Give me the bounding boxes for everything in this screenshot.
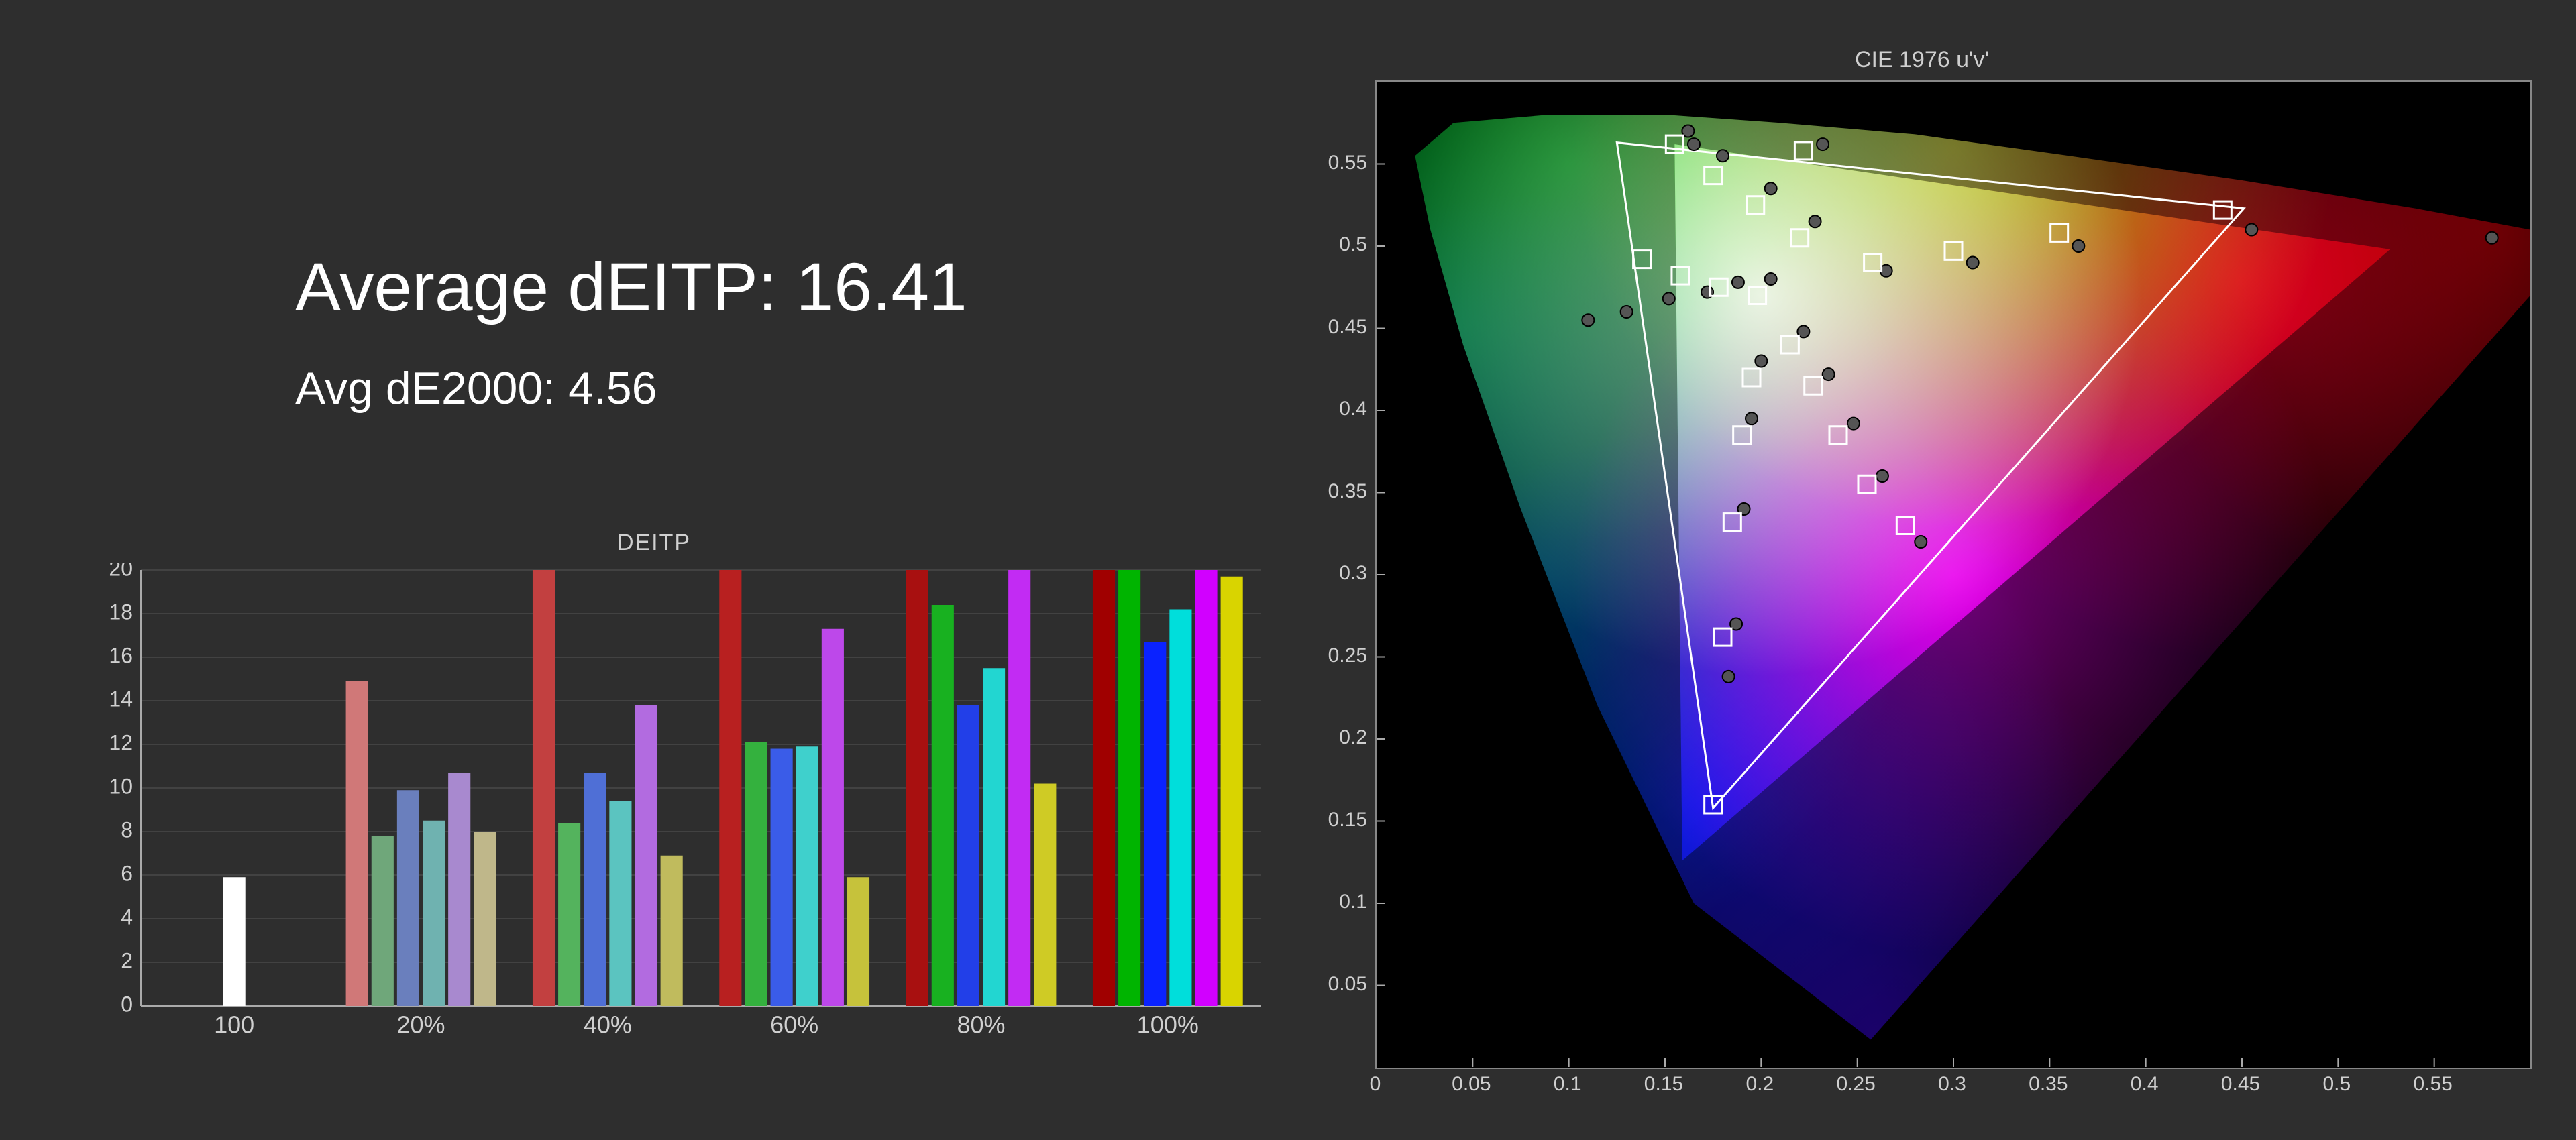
left-pane: Average dEITP: 16.41 Avg dE2000: 4.56 DE… — [27, 0, 1281, 1140]
svg-text:8: 8 — [121, 817, 133, 842]
svg-text:60%: 60% — [770, 1011, 818, 1038]
svg-text:4: 4 — [121, 905, 133, 929]
svg-text:100%: 100% — [1137, 1011, 1199, 1038]
svg-text:10: 10 — [109, 774, 133, 798]
svg-text:6: 6 — [121, 861, 133, 885]
svg-text:100: 100 — [214, 1011, 254, 1038]
cie-chart: CIE 1976 u'v' 0.050.10.150.20.250.30.350… — [1308, 47, 2536, 1106]
bar-chart-plot: 0 2 4 6 8 10 12 14 16 18 20 100 20% 40% 60% 80% 100% — [94, 563, 1268, 1046]
svg-text:20%: 20% — [396, 1011, 445, 1038]
avg-deitp-value: 16.41 — [796, 249, 967, 325]
avg-de2000-heading: Avg dE2000: 4.56 — [295, 362, 657, 414]
svg-text:14: 14 — [109, 687, 133, 711]
avg-de2000-value: 4.56 — [568, 363, 657, 414]
cie-y-axis-labels: 0.050.10.150.20.250.30.350.40.450.50.55 — [1308, 80, 1375, 1066]
svg-text:40%: 40% — [584, 1011, 632, 1038]
svg-text:80%: 80% — [957, 1011, 1005, 1038]
cie-x-axis-labels: 00.050.10.150.20.250.30.350.40.450.50.55 — [1375, 1073, 2529, 1100]
cie-chart-title: CIE 1976 u'v' — [1308, 47, 2536, 73]
right-pane: CIE 1976 u'v' 0.050.10.150.20.250.30.350… — [1308, 47, 2536, 1106]
svg-text:18: 18 — [109, 600, 133, 624]
bar-chart-title: DEITP — [27, 530, 1281, 556]
svg-text:2: 2 — [121, 948, 133, 972]
svg-text:20: 20 — [109, 563, 133, 580]
avg-deitp-prefix: Average dEITP: — [295, 249, 796, 325]
avg-deitp-heading: Average dEITP: 16.41 — [295, 248, 967, 327]
avg-de2000-prefix: Avg dE2000: — [295, 363, 568, 414]
page-root: Average dEITP: 16.41 Avg dE2000: 4.56 DE… — [0, 0, 2576, 1140]
svg-text:16: 16 — [109, 643, 133, 667]
svg-text:0: 0 — [121, 992, 133, 1016]
cie-chart-plot — [1375, 80, 2532, 1069]
deitp-bar-chart: DEITP 0 2 4 6 8 10 12 14 16 18 20 100 20% 40% 60% 80% 10… — [27, 530, 1281, 1086]
svg-text:12: 12 — [109, 730, 133, 754]
